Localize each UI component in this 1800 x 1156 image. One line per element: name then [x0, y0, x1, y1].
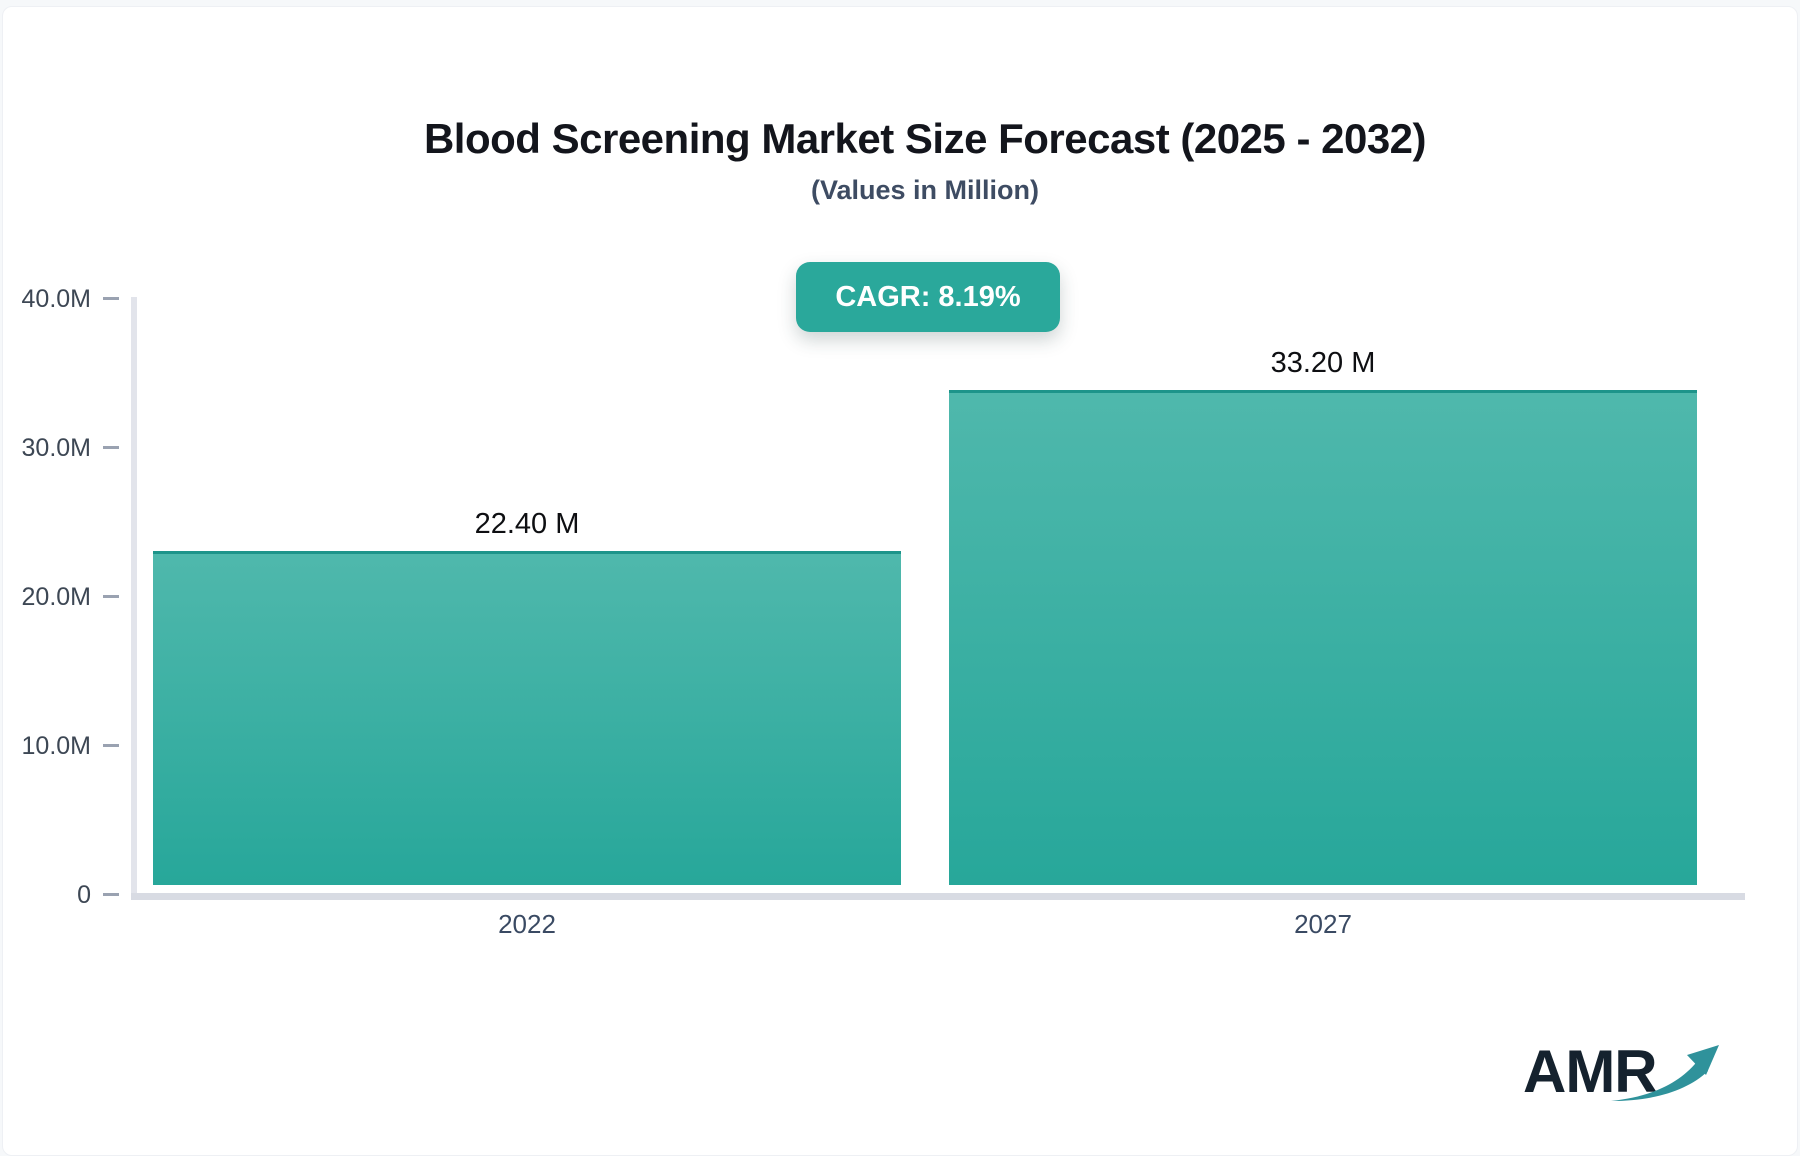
y-axis-line: [131, 297, 137, 900]
y-tick-10m: [103, 744, 119, 747]
y-axis-label: 0: [77, 881, 91, 909]
growth-arrow-icon: [1611, 1045, 1719, 1101]
y-tick-20m: [103, 595, 119, 598]
amr-logo: AMR: [1523, 1041, 1735, 1107]
amr-logo-text: AMR: [1523, 1038, 1658, 1105]
chart-card: Blood Screening Market Size Forecast (20…: [2, 6, 1798, 1156]
bar-value-label-2027: 33.20 M: [1270, 347, 1376, 379]
y-axis-label: 20.0M: [21, 583, 91, 611]
y-tick-40m: [103, 297, 119, 300]
chart-title: Blood Screening Market Size Forecast (20…: [423, 115, 1427, 162]
chart-area: Blood Screening Market Size Forecast (20…: [3, 7, 1797, 1155]
y-axis-label: 30.0M: [21, 434, 91, 462]
y-tick-0: [103, 893, 119, 896]
bar-value-label-2022: 22.40 M: [474, 508, 580, 540]
bar-2022[interactable]: 22.40 M: [153, 508, 901, 885]
x-axis-line: [131, 893, 1745, 900]
cagr-badge: CAGR: 8.19%: [796, 262, 1060, 332]
y-axis-label: 10.0M: [21, 732, 91, 760]
chart-subtitle: (Values in Million): [810, 175, 1040, 205]
x-axis-label-2027: 2027: [1294, 909, 1352, 939]
y-tick-30m: [103, 446, 119, 449]
y-axis-label: 40.0M: [21, 285, 91, 313]
bar-2027[interactable]: 33.20 M: [949, 347, 1697, 885]
cagr-badge-label: CAGR: 8.19%: [835, 280, 1021, 313]
x-axis-label-2022: 2022: [498, 909, 556, 939]
